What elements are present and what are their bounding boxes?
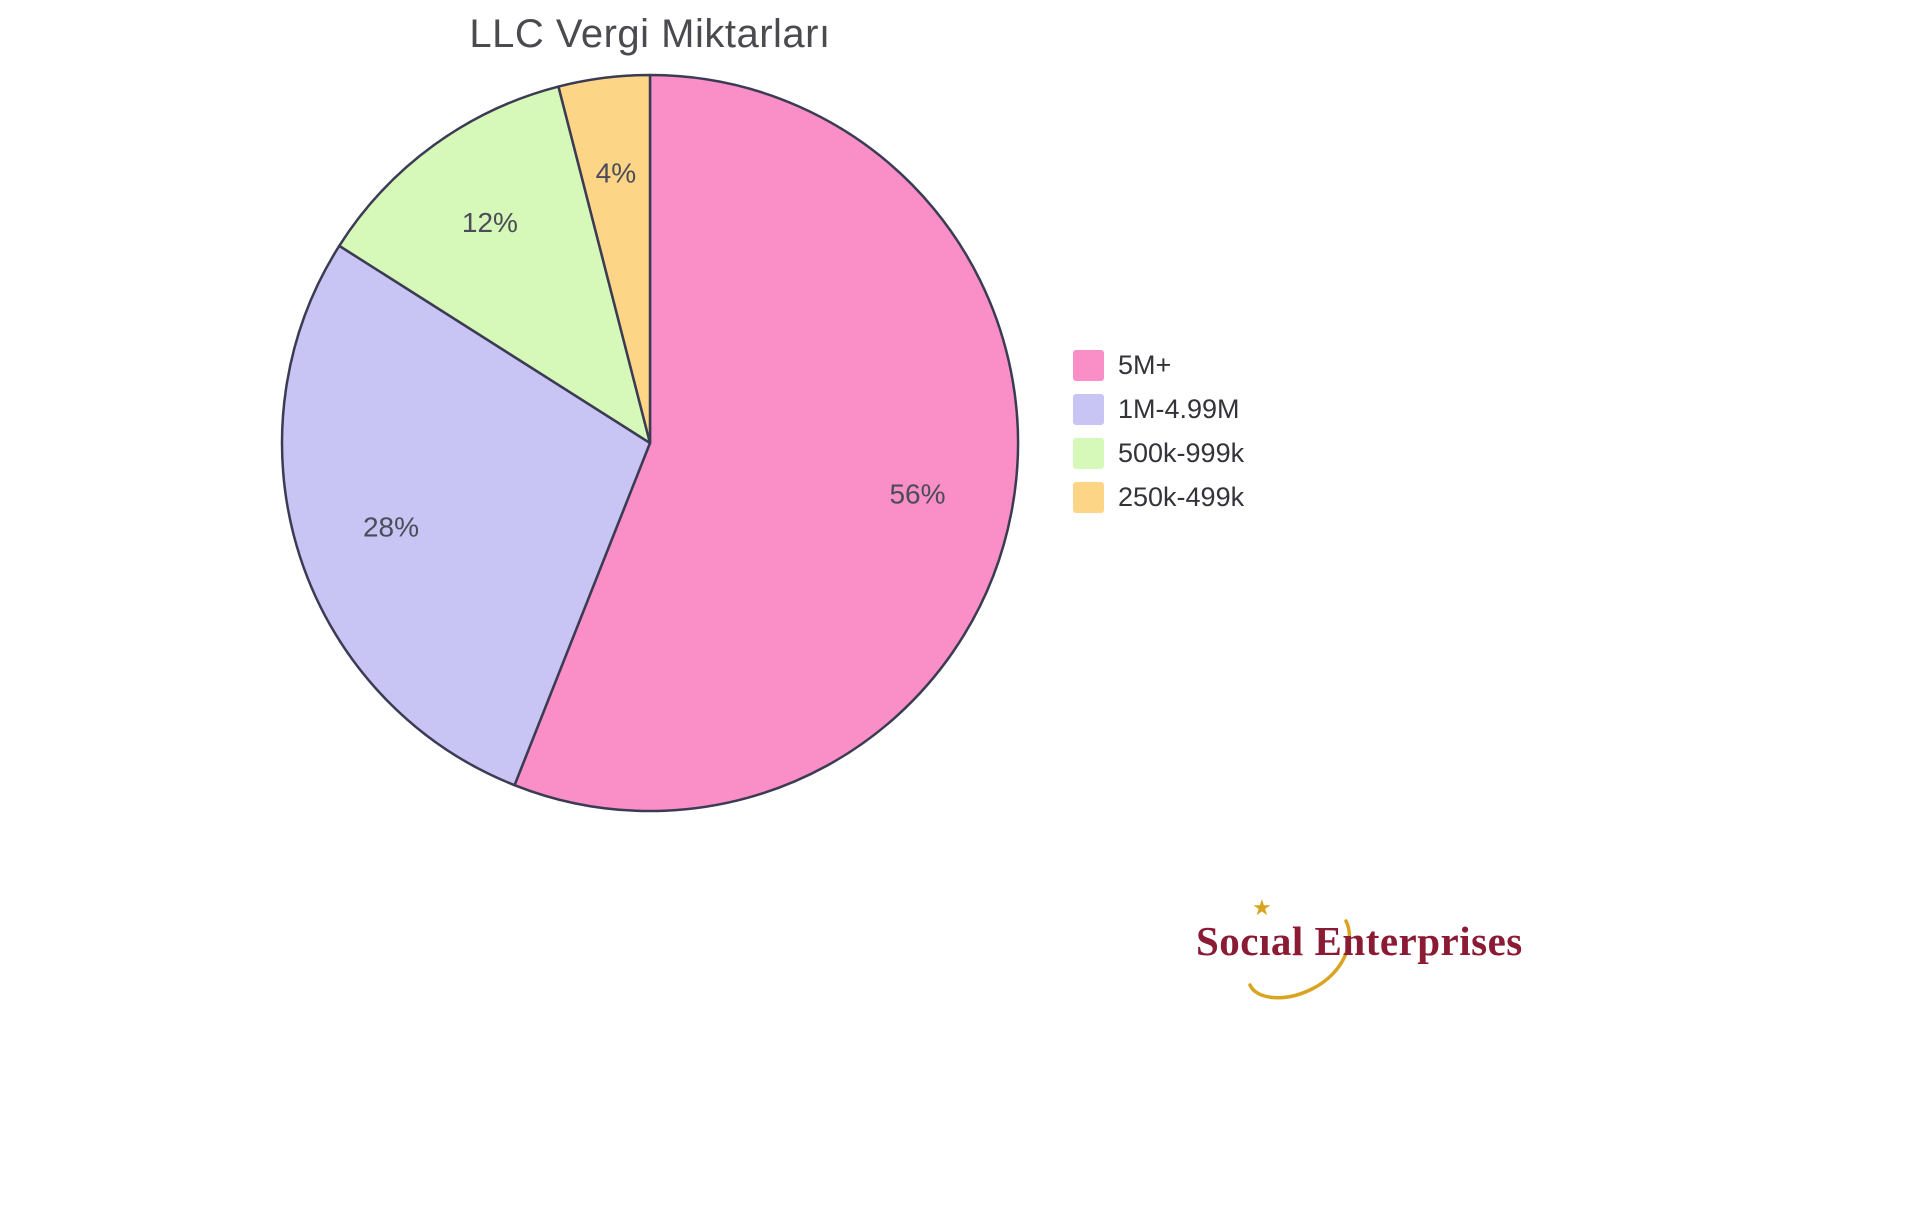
logo-swoosh-icon	[1248, 919, 1352, 1000]
pie-slice-5M+	[513, 73, 1020, 813]
legend: 5M+ 1M-4.99M 500k-999k 250k-499k	[1073, 350, 1244, 513]
pie-slice-500k-999k	[338, 85, 652, 445]
logo-text: Socı ★ al Enterprises	[1196, 896, 1523, 965]
legend-label: 500k-999k	[1118, 438, 1245, 468]
slice-percent-label-500k-999k: 12%	[462, 207, 518, 238]
legend-label: 1M-4.99M	[1118, 394, 1240, 424]
pie-slice-1M-4.99M	[280, 244, 652, 787]
legend-label: 250k-499k	[1118, 482, 1245, 512]
legend-swatch-500k-999k	[1073, 438, 1104, 469]
legend-item-5m-plus: 5M+	[1073, 350, 1244, 381]
legend-label: 5M+	[1118, 350, 1172, 380]
legend-swatch-1m-4-99m	[1073, 394, 1104, 425]
pie-slice-250k-499k	[557, 73, 652, 445]
logo-letter-i: ı ★	[1252, 896, 1273, 964]
slice-percent-label-250k-499k: 4%	[596, 157, 636, 188]
logo-text-post: al Enterprises	[1270, 918, 1523, 964]
legend-item-500k-999k: 500k-999k	[1073, 438, 1244, 469]
star-icon: ★	[1252, 896, 1273, 921]
logo-text-pre: Soc	[1196, 918, 1259, 964]
legend-swatch-5m-plus	[1073, 350, 1104, 381]
social-enterprises-logo: Socı ★ al Enterprises	[1190, 896, 1550, 1015]
legend-item-250k-499k: 250k-499k	[1073, 482, 1244, 513]
slice-percent-label-5M+: 56%	[889, 479, 945, 510]
chart-title: LLC Vergi Miktarları	[469, 12, 831, 56]
legend-swatch-250k-499k	[1073, 482, 1104, 513]
legend-item-1m-4-99m: 1M-4.99M	[1073, 394, 1244, 425]
slice-percent-label-1M-4.99M: 28%	[363, 512, 419, 543]
